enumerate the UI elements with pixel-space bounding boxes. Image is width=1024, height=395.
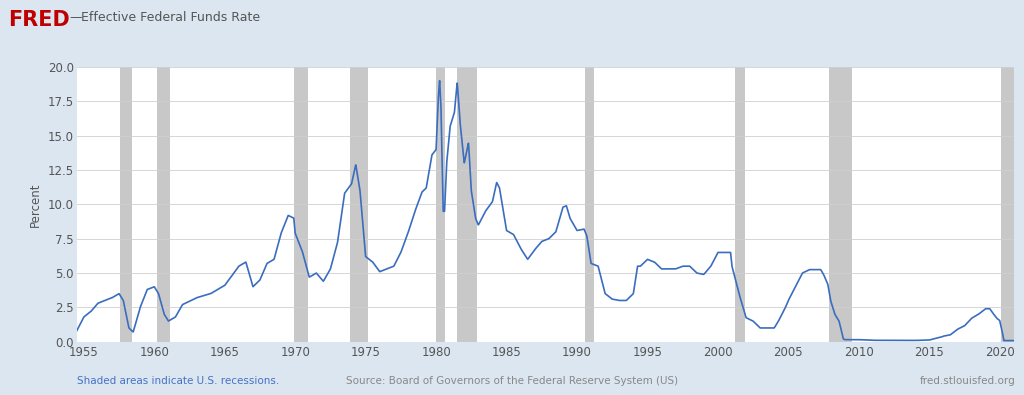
Bar — [350, 67, 369, 342]
Bar — [1001, 67, 1014, 342]
Bar — [294, 67, 308, 342]
Text: Source: Board of Governors of the Federal Reserve System (US): Source: Board of Governors of the Federa… — [346, 376, 678, 386]
Bar — [735, 67, 744, 342]
Bar — [586, 67, 594, 342]
Text: Shaded areas indicate U.S. recessions.: Shaded areas indicate U.S. recessions. — [77, 376, 280, 386]
Text: FRED: FRED — [8, 10, 70, 30]
Bar — [436, 67, 444, 342]
Bar — [829, 67, 852, 342]
Y-axis label: Percent: Percent — [30, 182, 42, 227]
Text: Effective Federal Funds Rate: Effective Federal Funds Rate — [81, 11, 260, 24]
Bar — [157, 67, 170, 342]
Text: —: — — [70, 11, 82, 24]
Bar — [458, 67, 477, 342]
Text: fred.stlouisfed.org: fred.stlouisfed.org — [920, 376, 1016, 386]
Bar — [121, 67, 132, 342]
